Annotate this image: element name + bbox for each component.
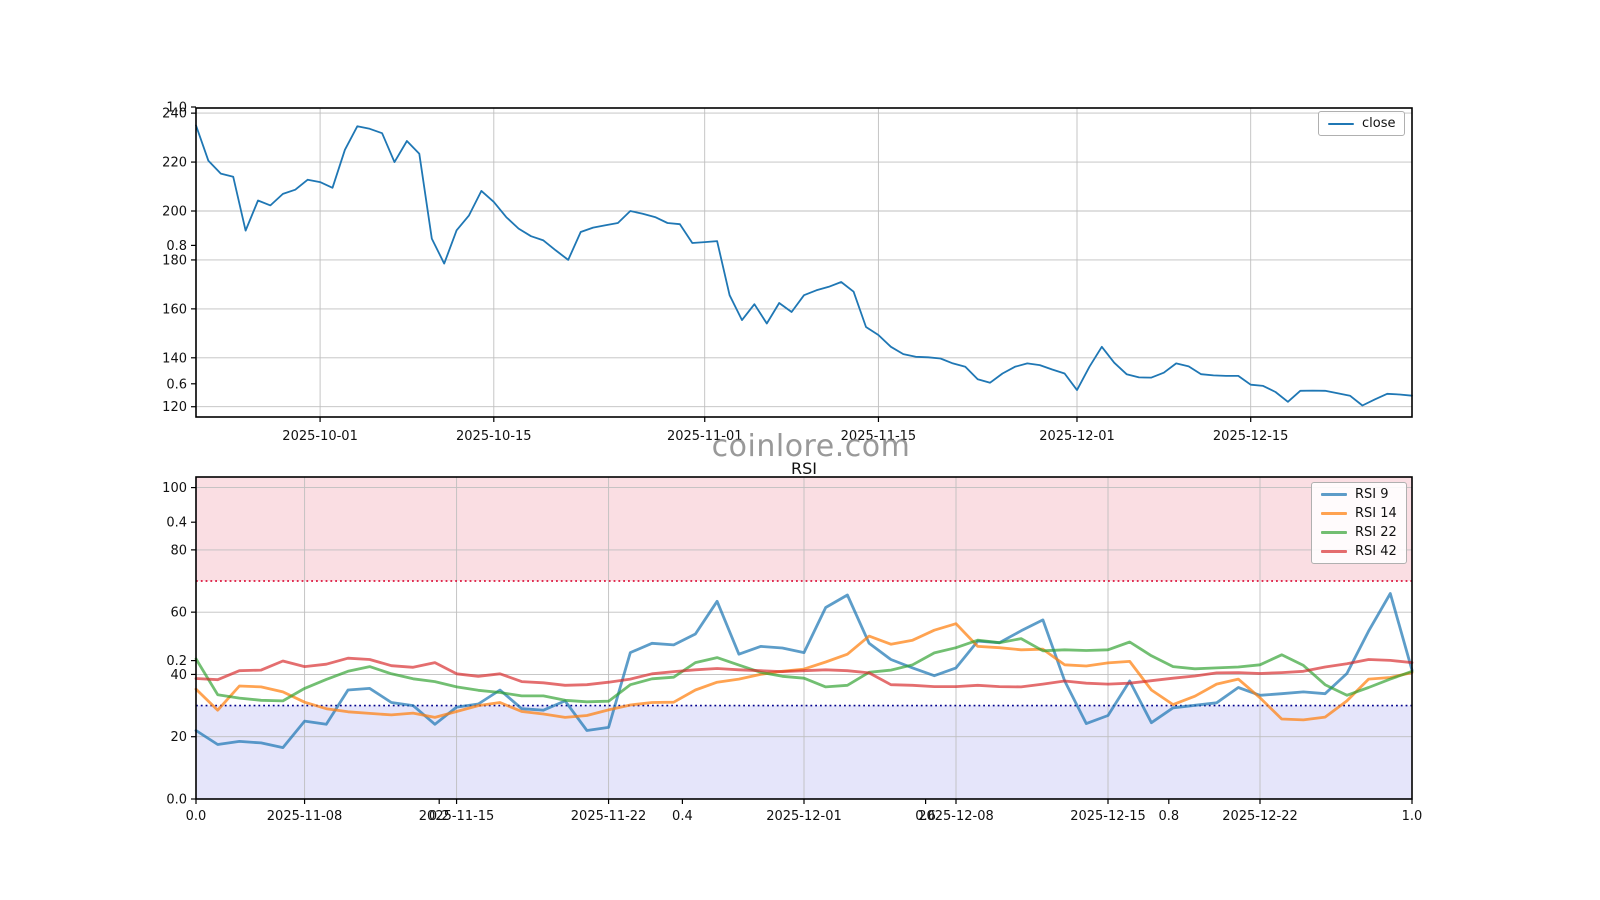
legend-item-close: close bbox=[1328, 116, 1395, 131]
rsi-14-line bbox=[194, 622, 1414, 722]
y-tick-label: 100 bbox=[162, 481, 187, 496]
legend-label: RSI 42 bbox=[1355, 544, 1397, 559]
overlay-left-tick-label: 1.0 bbox=[166, 101, 187, 116]
legend-item-rsi-9: RSI 9 bbox=[1321, 487, 1397, 502]
y-tick-label: 20 bbox=[170, 730, 187, 745]
y-tick-label: 120 bbox=[162, 400, 187, 415]
x-tick-label: 2025-12-15 bbox=[1070, 809, 1146, 824]
rsi-chart-legend: RSI 9 RSI 14 RSI 22 RSI 42 bbox=[1311, 482, 1407, 564]
overlay-bottom-tick-label: 1.0 bbox=[1402, 809, 1423, 824]
x-tick-label: 2025-11-15 bbox=[419, 809, 495, 824]
legend-line-sample bbox=[1328, 122, 1354, 125]
price-plot-border bbox=[195, 107, 1413, 418]
x-tick-label: 2025-11-01 bbox=[667, 429, 743, 444]
overlay-left-tick-label: 0.0 bbox=[166, 793, 187, 808]
y-tick-label: 80 bbox=[170, 543, 187, 558]
price-chart-legend: close bbox=[1318, 111, 1406, 136]
overlay-left-tick-label: 0.2 bbox=[166, 654, 187, 669]
legend-label: RSI 14 bbox=[1355, 506, 1397, 521]
legend-line-sample bbox=[1321, 512, 1347, 515]
rsi-9-line bbox=[194, 592, 1414, 749]
overlay-bottom-tick-label: 0.4 bbox=[672, 809, 693, 824]
rsi-chart-title: RSI bbox=[791, 459, 817, 478]
x-tick-label: 2025-12-22 bbox=[1222, 809, 1298, 824]
legend-item-rsi-42: RSI 42 bbox=[1321, 544, 1397, 559]
x-tick-label: 2025-11-22 bbox=[571, 809, 647, 824]
y-tick-label: 60 bbox=[170, 606, 187, 621]
x-tick-label: 2025-12-08 bbox=[918, 809, 994, 824]
legend-item-rsi-22: RSI 22 bbox=[1321, 525, 1397, 540]
x-tick-label: 2025-12-01 bbox=[766, 809, 842, 824]
y-tick-label: 140 bbox=[162, 351, 187, 366]
legend-label: RSI 22 bbox=[1355, 525, 1397, 540]
legend-line-sample bbox=[1321, 550, 1347, 553]
legend-item-rsi-14: RSI 14 bbox=[1321, 506, 1397, 521]
x-tick-label: 2025-12-15 bbox=[1213, 429, 1289, 444]
x-tick-label: 2025-10-01 bbox=[282, 429, 358, 444]
overlay-bottom-tick-label: 0.0 bbox=[186, 809, 207, 824]
x-tick-label: 2025-12-01 bbox=[1039, 429, 1115, 444]
legend-line-sample bbox=[1321, 531, 1347, 534]
overlay-left-tick-label: 0.6 bbox=[166, 377, 187, 392]
watermark: coinlore.com bbox=[711, 429, 911, 464]
overlay-bottom-tick-label: 0.6 bbox=[915, 809, 936, 824]
x-tick-label: 2025-11-15 bbox=[841, 429, 917, 444]
y-tick-label: 180 bbox=[162, 253, 187, 268]
y-tick-label: 40 bbox=[170, 668, 187, 683]
y-tick-label: 200 bbox=[162, 205, 187, 220]
y-tick-label: 160 bbox=[162, 302, 187, 317]
overlay-left-tick-label: 0.8 bbox=[166, 239, 187, 254]
rsi-22-line bbox=[194, 637, 1414, 704]
overlay-bottom-tick-label: 0.8 bbox=[1158, 809, 1179, 824]
x-tick-label: 2025-10-15 bbox=[456, 429, 532, 444]
y-tick-label: 220 bbox=[162, 156, 187, 171]
overlay-left-tick-label: 0.4 bbox=[166, 516, 187, 531]
legend-label: RSI 9 bbox=[1355, 487, 1389, 502]
rsi-42-line bbox=[194, 656, 1414, 689]
close-line bbox=[195, 124, 1413, 407]
y-tick-label: 240 bbox=[162, 107, 187, 122]
x-tick-label: 2025-11-08 bbox=[267, 809, 343, 824]
legend-line-sample bbox=[1321, 493, 1347, 496]
overlay-bottom-tick-label: 0.2 bbox=[429, 809, 450, 824]
legend-label: close bbox=[1362, 116, 1396, 131]
